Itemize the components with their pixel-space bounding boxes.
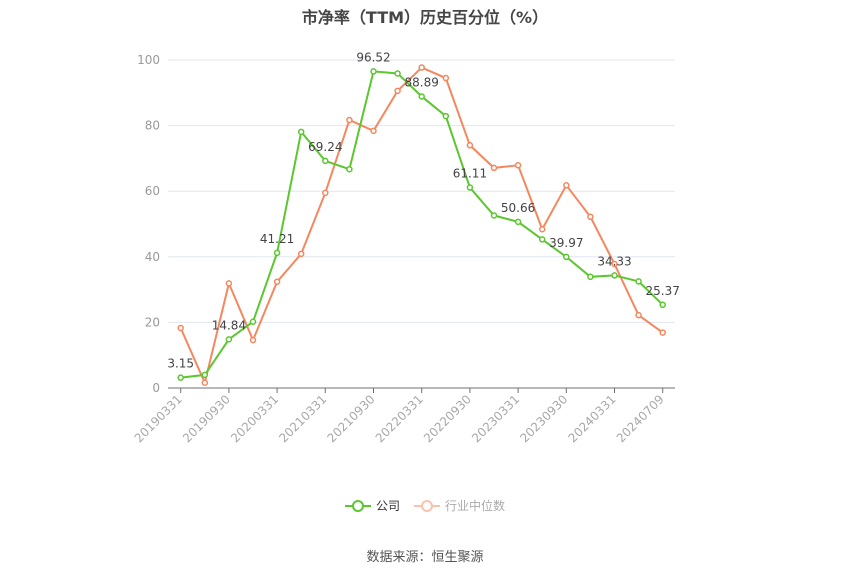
data-label: 61.11 [453,167,487,181]
x-tick-label: 20210331 [276,392,329,445]
data-source: 数据来源：恒生聚源 [366,550,484,565]
data-point[interactable] [418,93,425,100]
data-point[interactable] [611,272,618,279]
x-tick-label: 20230331 [469,392,522,445]
legend-label: 公司 [375,499,400,513]
data-point[interactable] [177,374,184,381]
data-label: 3.15 [167,357,194,371]
y-tick-label: 100 [137,53,160,67]
x-tick-label: 20200331 [228,392,281,445]
data-point[interactable] [201,379,209,387]
data-point[interactable] [659,329,666,336]
data-point[interactable] [563,182,570,189]
data-point[interactable] [490,212,498,219]
data-point[interactable] [394,87,401,95]
data-point[interactable] [514,162,522,169]
x-tick-label: 20190930 [180,392,233,445]
data-label: 25.37 [646,284,680,298]
data-point[interactable] [297,250,305,258]
data-point[interactable] [297,128,305,136]
series-line [179,66,664,386]
data-point[interactable] [346,116,353,124]
y-tick-label: 60 [145,184,160,198]
data-point[interactable] [177,324,184,332]
data-point[interactable] [587,273,594,281]
data-point[interactable] [442,112,450,120]
data-label: 69.24 [308,140,342,154]
y-axis: 0 20 40 60 80 100 [137,53,160,395]
x-tick-label: 20190331 [132,392,185,445]
data-label: 50.66 [501,201,535,215]
data-point[interactable] [514,218,522,226]
data-point[interactable] [346,165,353,173]
legend: 公司 行业中位数 [0,497,850,514]
series-line [180,70,664,379]
legend-line-circle-icon [344,499,371,512]
data-point[interactable] [225,280,233,287]
data-point[interactable] [273,278,281,285]
x-tick-label: 20210930 [325,392,378,445]
legend-item-industry-median[interactable]: 行业中位数 [414,497,505,514]
data-labels: 3.15 14.84 41.21 69.24 96.52 88.89 61.11 50.66 3… [167,50,680,370]
data-point[interactable] [466,142,474,149]
data-point[interactable] [466,184,474,191]
grid-lines [168,59,675,323]
data-point[interactable] [538,225,546,233]
data-point[interactable] [322,157,329,165]
data-label: 39.97 [549,236,583,250]
data-label: 14.84 [212,318,246,332]
x-tick-label: 20220930 [421,392,474,445]
data-point[interactable] [201,371,209,379]
chart-title: 市净率（TTM）历史百分位（%） [301,8,549,27]
data-point[interactable] [538,236,546,243]
data-label: 96.52 [356,50,390,64]
data-point[interactable] [659,301,666,309]
legend-item-company[interactable]: 公司 [344,497,400,514]
data-point[interactable] [249,336,257,344]
data-point[interactable] [322,189,329,197]
data-point[interactable] [418,64,425,71]
data-label: 34.33 [597,254,631,268]
data-point[interactable] [611,260,618,268]
y-tick-label: 40 [145,250,160,264]
data-point[interactable] [273,249,281,257]
x-tick-label: 20240331 [566,392,619,445]
y-tick-label: 80 [145,119,160,133]
data-point[interactable] [563,253,570,261]
x-tick-label: 20240709 [614,392,667,445]
data-point[interactable] [370,68,377,75]
data-point[interactable] [490,164,498,172]
legend-label: 行业中位数 [445,499,506,513]
data-point[interactable] [249,318,257,325]
data-point[interactable] [587,213,594,221]
x-tick-label: 20230930 [517,392,570,445]
y-tick-label: 20 [145,315,160,329]
data-point[interactable] [635,311,642,319]
data-point[interactable] [635,278,642,285]
x-axis: 2019033120190930202003312021033120210930… [132,387,675,445]
series-lines [177,64,666,387]
y-tick-label: 0 [152,381,160,395]
data-point[interactable] [370,127,377,135]
data-label: 88.89 [405,75,439,89]
x-tick-label: 20220331 [373,392,426,445]
data-point[interactable] [394,70,401,77]
data-point[interactable] [442,74,450,82]
legend-line-circle-icon [414,499,440,512]
data-label: 41.21 [260,232,294,246]
data-point[interactable] [225,336,233,343]
